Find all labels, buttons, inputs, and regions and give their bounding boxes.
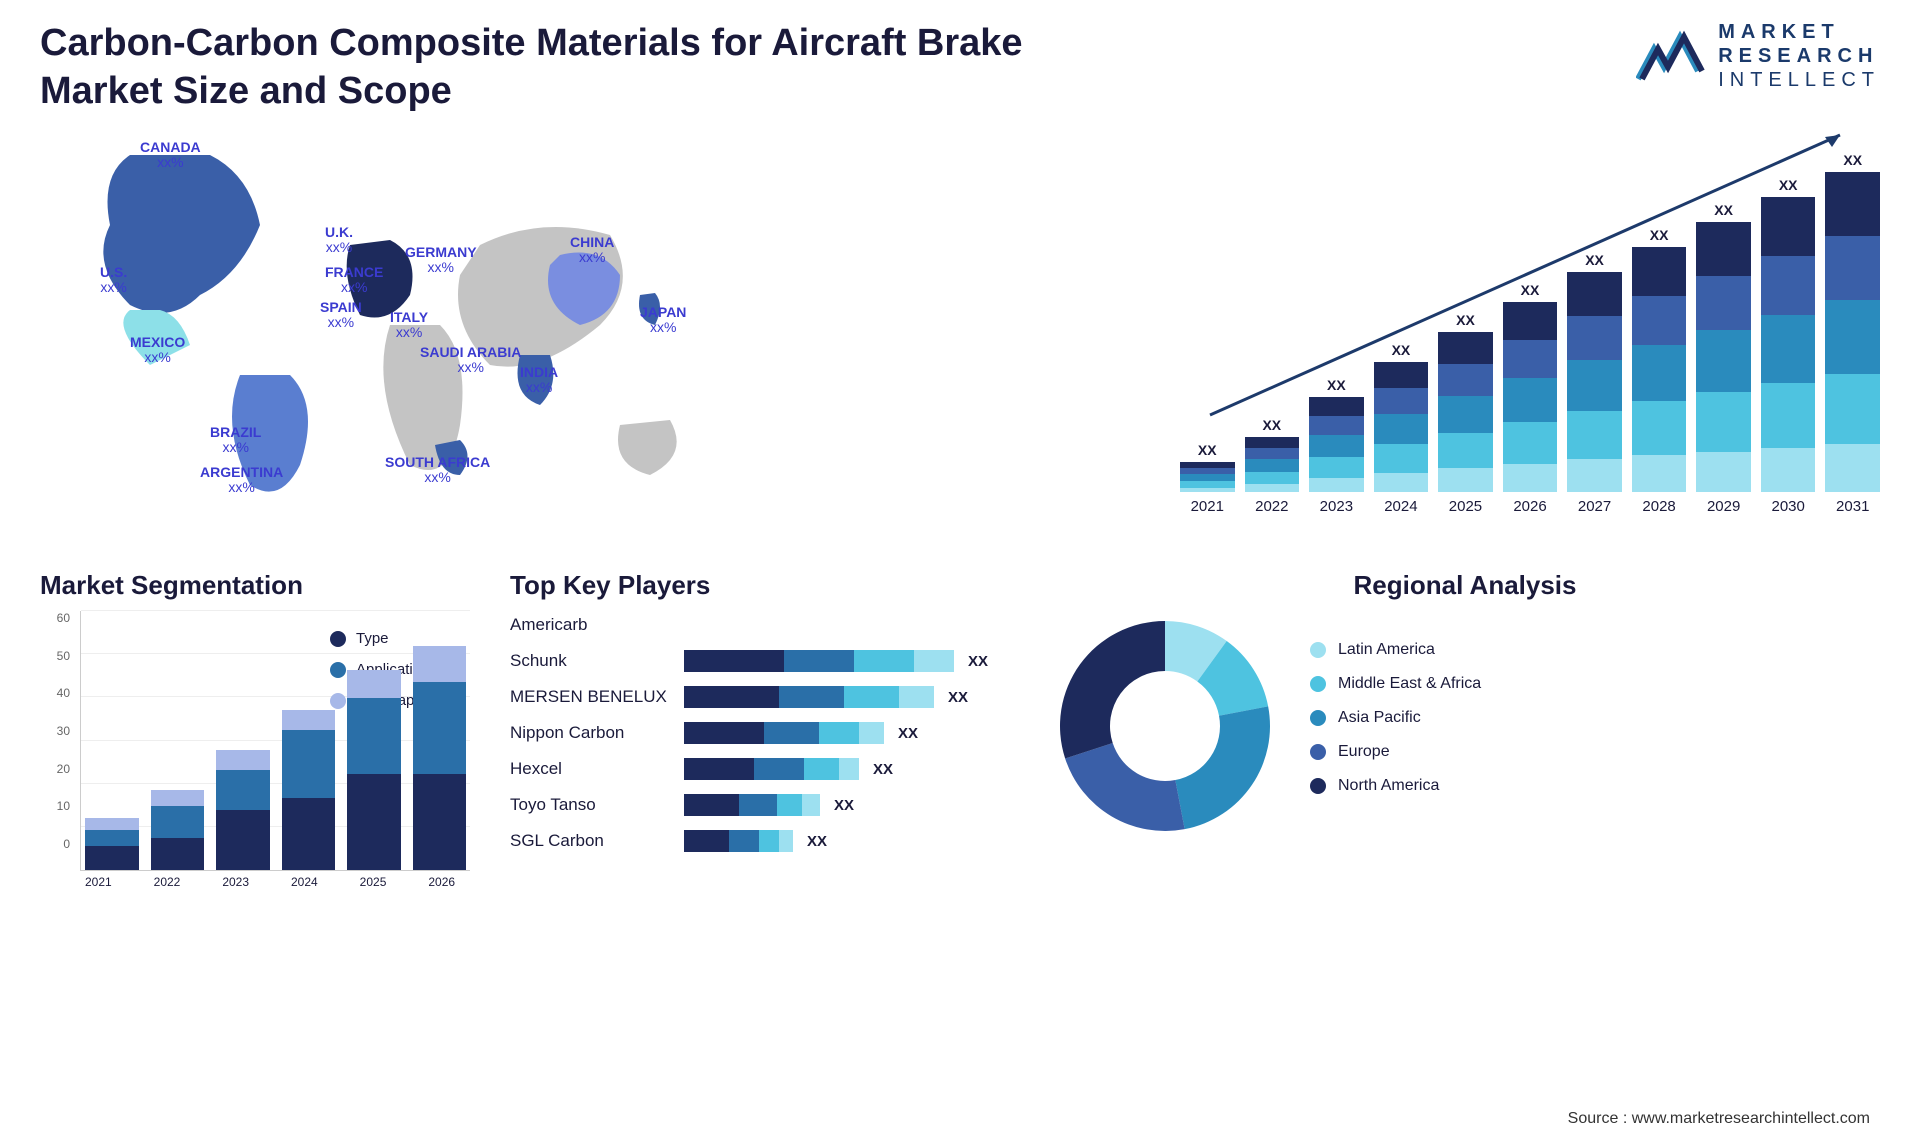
map-label-italy: ITALYxx% — [390, 310, 428, 341]
regional-section: Regional Analysis Latin America Middle Ea… — [1050, 570, 1880, 910]
map-label-japan: JAPANxx% — [640, 305, 686, 336]
reg-legend-northamerica: North America — [1310, 777, 1481, 795]
growth-bar-2029: XX2029 — [1696, 202, 1751, 515]
map-label-mexico: MEXICOxx% — [130, 335, 185, 366]
growth-bar-2028: XX2028 — [1632, 227, 1687, 515]
map-label-india: INDIAxx% — [520, 365, 558, 396]
growth-bar-2026: XX2026 — [1503, 282, 1558, 515]
world-map: CANADAxx% U.S.xx% MEXICOxx% BRAZILxx% ARGENT… — [40, 125, 1140, 545]
growth-bar-2023: XX2023 — [1309, 377, 1364, 515]
growth-bar-2022: XX2022 — [1245, 417, 1300, 515]
map-label-brazil: BRAZILxx% — [210, 425, 261, 456]
growth-bar-2025: XX2025 — [1438, 312, 1493, 515]
regional-legend: Latin America Middle East & Africa Asia Pa… — [1310, 641, 1481, 811]
logo-line3: INTELLECT — [1718, 68, 1880, 92]
seg-bar-2025 — [347, 670, 401, 870]
seg-bar-2023 — [216, 750, 270, 870]
reg-legend-asiapacific: Asia Pacific — [1310, 709, 1481, 727]
map-label-spain: SPAINxx% — [320, 300, 362, 331]
player-row-mersenbenelux: MERSEN BENELUXXX — [510, 683, 1010, 711]
brand-logo: MARKET RESEARCH INTELLECT — [1636, 20, 1880, 92]
player-row-toyotanso: Toyo TansoXX — [510, 791, 1010, 819]
map-label-us: U.S.xx% — [100, 265, 127, 296]
map-label-canada: CANADAxx% — [140, 140, 201, 171]
player-row-americarb: Americarb — [510, 611, 1010, 639]
map-label-china: CHINAxx% — [570, 235, 614, 266]
seg-legend-type: Type — [330, 630, 430, 647]
donut-slice-asiapacific — [1175, 706, 1270, 829]
reg-legend-latinamerica: Latin America — [1310, 641, 1481, 659]
seg-bar-2024 — [282, 710, 336, 870]
logo-icon — [1636, 29, 1706, 84]
growth-bar-2027: XX2027 — [1567, 252, 1622, 515]
player-row-nipponcarbon: Nippon CarbonXX — [510, 719, 1010, 747]
segmentation-title: Market Segmentation — [40, 570, 470, 601]
player-row-sglcarbon: SGL CarbonXX — [510, 827, 1010, 855]
reg-legend-middleeastafrica: Middle East & Africa — [1310, 675, 1481, 693]
page-title: Carbon-Carbon Composite Materials for Ai… — [40, 20, 1140, 115]
map-label-saudiarabia: SAUDI ARABIAxx% — [420, 345, 521, 376]
growth-bar-2031: XX2031 — [1825, 152, 1880, 515]
regional-title: Regional Analysis — [1050, 570, 1880, 601]
players-title: Top Key Players — [510, 570, 1010, 601]
map-label-argentina: ARGENTINAxx% — [200, 465, 283, 496]
seg-bar-2021 — [85, 818, 139, 870]
donut-slice-northamerica — [1060, 621, 1165, 758]
growth-bar-chart: XX2021XX2022XX2023XX2024XX2025XX2026XX20… — [1180, 125, 1880, 545]
donut-slice-europe — [1065, 743, 1185, 831]
logo-line1: MARKET — [1718, 20, 1880, 44]
source-attribution: Source : www.marketresearchintellect.com — [1568, 1110, 1870, 1128]
seg-bar-2022 — [151, 790, 205, 870]
map-label-france: FRANCExx% — [325, 265, 383, 296]
growth-bar-2021: XX2021 — [1180, 442, 1235, 515]
player-row-hexcel: HexcelXX — [510, 755, 1010, 783]
map-label-southafrica: SOUTH AFRICAxx% — [385, 455, 490, 486]
logo-line2: RESEARCH — [1718, 44, 1880, 68]
reg-legend-europe: Europe — [1310, 743, 1481, 761]
map-label-germany: GERMANYxx% — [405, 245, 477, 276]
players-section: Top Key Players Americarb SchunkXX MERSEN … — [510, 570, 1010, 910]
regional-donut — [1050, 611, 1280, 841]
growth-bar-2030: XX2030 — [1761, 177, 1816, 515]
segmentation-section: Market Segmentation 0102030405060 202120… — [40, 570, 470, 910]
map-label-uk: U.K.xx% — [325, 225, 353, 256]
seg-bar-2026 — [413, 646, 467, 870]
player-row-schunk: SchunkXX — [510, 647, 1010, 675]
growth-bar-2024: XX2024 — [1374, 342, 1429, 515]
